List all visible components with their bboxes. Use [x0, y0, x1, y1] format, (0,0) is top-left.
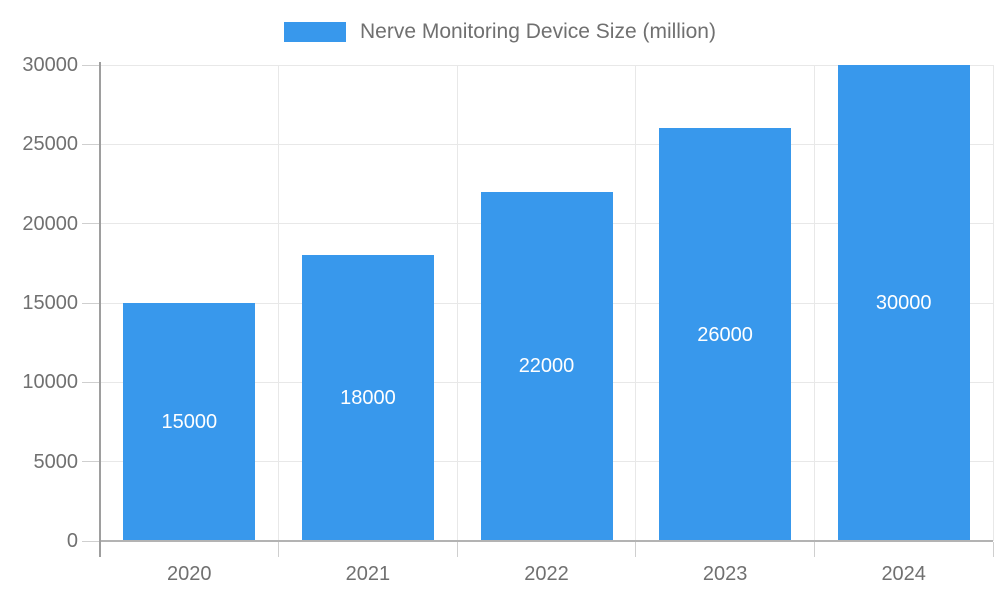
bar-value-label: 26000	[697, 323, 753, 346]
legend-label: Nerve Monitoring Device Size (million)	[360, 20, 716, 43]
bar-value-label: 30000	[875, 292, 932, 314]
x-axis-tick	[992, 542, 994, 557]
legend-swatch	[284, 22, 347, 42]
bar-2021	[301, 255, 434, 541]
x-axis-label: 2021	[345, 563, 391, 585]
x-axis-tick	[813, 542, 815, 557]
x-axis-label: 2023	[702, 563, 748, 585]
bar-value-label: 18000	[340, 387, 396, 410]
y-axis-tick	[82, 381, 100, 383]
bar-2020	[123, 303, 256, 541]
x-axis-tick	[278, 542, 280, 557]
bar-value-label: 15000	[161, 411, 218, 433]
legend[interactable]: Nerve Monitoring Device Size (million)	[0, 12, 1000, 52]
bar-2022	[480, 191, 613, 541]
bar-2024	[837, 65, 970, 541]
gridline-vertical	[278, 65, 280, 541]
y-axis-label: 30000	[22, 54, 78, 76]
x-axis-label: 2024	[881, 563, 926, 585]
bar-2023	[659, 128, 792, 541]
gridline-vertical	[635, 65, 637, 541]
y-axis-line	[99, 62, 101, 557]
gridline-horizontal	[100, 143, 993, 145]
y-axis-tick	[82, 223, 100, 225]
y-axis-tick	[82, 143, 100, 145]
x-axis-label: 2020	[167, 563, 212, 585]
y-axis-tick	[82, 64, 100, 66]
x-axis-label: 2022	[524, 563, 569, 585]
y-axis-label: 15000	[22, 292, 78, 314]
gridline-vertical	[813, 65, 815, 541]
y-axis-tick	[82, 302, 100, 304]
x-axis-tick	[635, 542, 637, 557]
y-axis-label: 10000	[22, 371, 78, 394]
gridline-vertical	[992, 65, 994, 541]
gridline-horizontal	[100, 64, 993, 66]
y-axis-label: 0	[66, 530, 78, 552]
y-axis-tick	[82, 461, 100, 463]
bar-value-label: 22000	[518, 355, 575, 378]
y-axis-label: 20000	[22, 212, 78, 235]
x-axis-line	[100, 540, 993, 542]
y-axis-tick	[82, 540, 100, 542]
y-axis-label: 25000	[22, 133, 78, 156]
gridline-vertical	[456, 65, 458, 541]
y-axis-label: 5000	[33, 450, 79, 473]
x-axis-tick	[456, 542, 458, 557]
